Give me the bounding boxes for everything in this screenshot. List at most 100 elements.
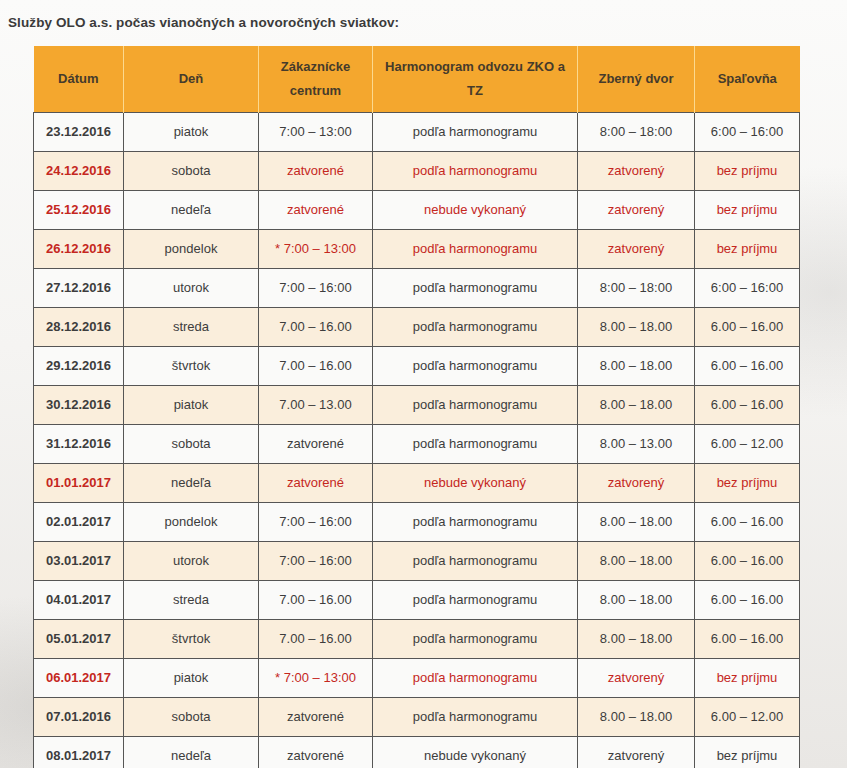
table-row: 24.12.2016sobotazatvorenépodľa harmonogr… <box>34 152 800 191</box>
incinerator-cell: 6.00 – 16.00 <box>695 308 800 347</box>
date-cell: 02.01.2017 <box>34 503 124 542</box>
table-row: 31.12.2016sobotazatvorenépodľa harmonogr… <box>34 425 800 464</box>
collection-yard-cell: zatvorený <box>578 464 695 503</box>
removal-schedule-cell: podľa harmonogramu <box>373 620 578 659</box>
removal-schedule-cell: podľa harmonogramu <box>373 230 578 269</box>
customer-center-cell: * 7:00 – 13:00 <box>259 659 373 698</box>
incinerator-cell: 6.00 – 16.00 <box>695 542 800 581</box>
collection-yard-cell: 8.00 – 18.00 <box>578 698 695 737</box>
customer-center-cell: 7.00 – 16.00 <box>259 308 373 347</box>
customer-center-cell: 7.00 – 16.00 <box>259 620 373 659</box>
collection-yard-cell: 8:00 – 18:00 <box>578 269 695 308</box>
collection-yard-cell: zatvorený <box>578 191 695 230</box>
table-row: 29.12.2016štvrtok7.00 – 16.00podľa harmo… <box>34 347 800 386</box>
removal-schedule-cell: podľa harmonogramu <box>373 269 578 308</box>
date-cell: 08.01.2017 <box>34 737 124 768</box>
incinerator-cell: bez príjmu <box>695 464 800 503</box>
day-cell: streda <box>124 308 259 347</box>
collection-yard-cell: 8.00 – 18.00 <box>578 503 695 542</box>
customer-center-cell: 7:00 – 16:00 <box>259 269 373 308</box>
incinerator-cell: bez príjmu <box>695 152 800 191</box>
date-cell: 28.12.2016 <box>34 308 124 347</box>
column-header-day: Deň <box>124 46 259 113</box>
table-row: 01.01.2017nedeľazatvorenénebude vykonaný… <box>34 464 800 503</box>
table-row: 05.01.2017štvrtok7.00 – 16.00podľa harmo… <box>34 620 800 659</box>
date-cell: 23.12.2016 <box>34 113 124 152</box>
customer-center-cell: 7:00 – 13:00 <box>259 113 373 152</box>
holiday-schedule-table: Dátum Deň Zákaznícke centrum Harmonogram… <box>33 46 800 768</box>
day-cell: nedeľa <box>124 191 259 230</box>
removal-schedule-cell: podľa harmonogramu <box>373 659 578 698</box>
incinerator-cell: bez príjmu <box>695 230 800 269</box>
customer-center-cell: zatvorené <box>259 698 373 737</box>
table-row: 07.01.2016sobotazatvorenépodľa harmonogr… <box>34 698 800 737</box>
date-cell: 29.12.2016 <box>34 347 124 386</box>
table-row: 25.12.2016nedeľazatvorenénebude vykonaný… <box>34 191 800 230</box>
date-cell: 06.01.2017 <box>34 659 124 698</box>
collection-yard-cell: 8.00 – 18.00 <box>578 620 695 659</box>
customer-center-cell: * 7:00 – 13:00 <box>259 230 373 269</box>
removal-schedule-cell: podľa harmonogramu <box>373 542 578 581</box>
customer-center-cell: zatvorené <box>259 191 373 230</box>
date-cell: 05.01.2017 <box>34 620 124 659</box>
customer-center-cell: 7:00 – 16:00 <box>259 542 373 581</box>
customer-center-cell: 7.00 – 13.00 <box>259 386 373 425</box>
day-cell: pondelok <box>124 230 259 269</box>
day-cell: nedeľa <box>124 737 259 768</box>
day-cell: štvrtok <box>124 347 259 386</box>
day-cell: sobota <box>124 152 259 191</box>
date-cell: 27.12.2016 <box>34 269 124 308</box>
page-title: Služby OLO a.s. počas vianočných a novor… <box>8 15 399 30</box>
removal-schedule-cell: podľa harmonogramu <box>373 698 578 737</box>
collection-yard-cell: zatvorený <box>578 152 695 191</box>
day-cell: utorok <box>124 269 259 308</box>
date-cell: 24.12.2016 <box>34 152 124 191</box>
header-row: Dátum Deň Zákaznícke centrum Harmonogram… <box>34 46 800 113</box>
removal-schedule-cell: podľa harmonogramu <box>373 308 578 347</box>
table-row: 03.01.2017utorok7:00 – 16:00podľa harmon… <box>34 542 800 581</box>
collection-yard-cell: zatvorený <box>578 737 695 768</box>
column-header-incinerator: Spaľovňa <box>695 46 800 113</box>
customer-center-cell: zatvorené <box>259 737 373 768</box>
column-header-collection-yard: Zberný dvor <box>578 46 695 113</box>
table-row: 28.12.2016streda7.00 – 16.00podľa harmon… <box>34 308 800 347</box>
incinerator-cell: 6.00 – 16.00 <box>695 386 800 425</box>
incinerator-cell: bez príjmu <box>695 659 800 698</box>
removal-schedule-cell: nebude vykonaný <box>373 464 578 503</box>
table-row: 02.01.2017pondelok7:00 – 16:00podľa harm… <box>34 503 800 542</box>
date-cell: 04.01.2017 <box>34 581 124 620</box>
table-row: 27.12.2016utorok7:00 – 16:00podľa harmon… <box>34 269 800 308</box>
incinerator-cell: 6:00 – 16:00 <box>695 269 800 308</box>
date-cell: 31.12.2016 <box>34 425 124 464</box>
removal-schedule-cell: podľa harmonogramu <box>373 113 578 152</box>
date-cell: 03.01.2017 <box>34 542 124 581</box>
table-row: 08.01.2017nedeľazatvorenénebude vykonaný… <box>34 737 800 768</box>
collection-yard-cell: zatvorený <box>578 659 695 698</box>
day-cell: utorok <box>124 542 259 581</box>
removal-schedule-cell: podľa harmonogramu <box>373 347 578 386</box>
day-cell: sobota <box>124 698 259 737</box>
day-cell: nedeľa <box>124 464 259 503</box>
incinerator-cell: 6.00 – 16.00 <box>695 581 800 620</box>
date-cell: 07.01.2016 <box>34 698 124 737</box>
incinerator-cell: 6.00 – 16.00 <box>695 503 800 542</box>
incinerator-cell: 6.00 – 12.00 <box>695 425 800 464</box>
removal-schedule-cell: podľa harmonogramu <box>373 503 578 542</box>
day-cell: pondelok <box>124 503 259 542</box>
customer-center-cell: 7.00 – 16.00 <box>259 581 373 620</box>
incinerator-cell: 6.00 – 16.00 <box>695 620 800 659</box>
removal-schedule-cell: nebude vykonaný <box>373 191 578 230</box>
collection-yard-cell: 8:00 – 18:00 <box>578 113 695 152</box>
date-cell: 30.12.2016 <box>34 386 124 425</box>
day-cell: štvrtok <box>124 620 259 659</box>
collection-yard-cell: 8.00 – 13.00 <box>578 425 695 464</box>
column-header-date: Dátum <box>34 46 124 113</box>
removal-schedule-cell: nebude vykonaný <box>373 737 578 768</box>
incinerator-cell: 6.00 – 12.00 <box>695 698 800 737</box>
removal-schedule-cell: podľa harmonogramu <box>373 386 578 425</box>
incinerator-cell: 6.00 – 16.00 <box>695 347 800 386</box>
column-header-customer-center: Zákaznícke centrum <box>259 46 373 113</box>
table-row: 26.12.2016pondelok* 7:00 – 13:00podľa ha… <box>34 230 800 269</box>
table-row: 06.01.2017piatok* 7:00 – 13:00podľa harm… <box>34 659 800 698</box>
incinerator-cell: 6:00 – 16:00 <box>695 113 800 152</box>
